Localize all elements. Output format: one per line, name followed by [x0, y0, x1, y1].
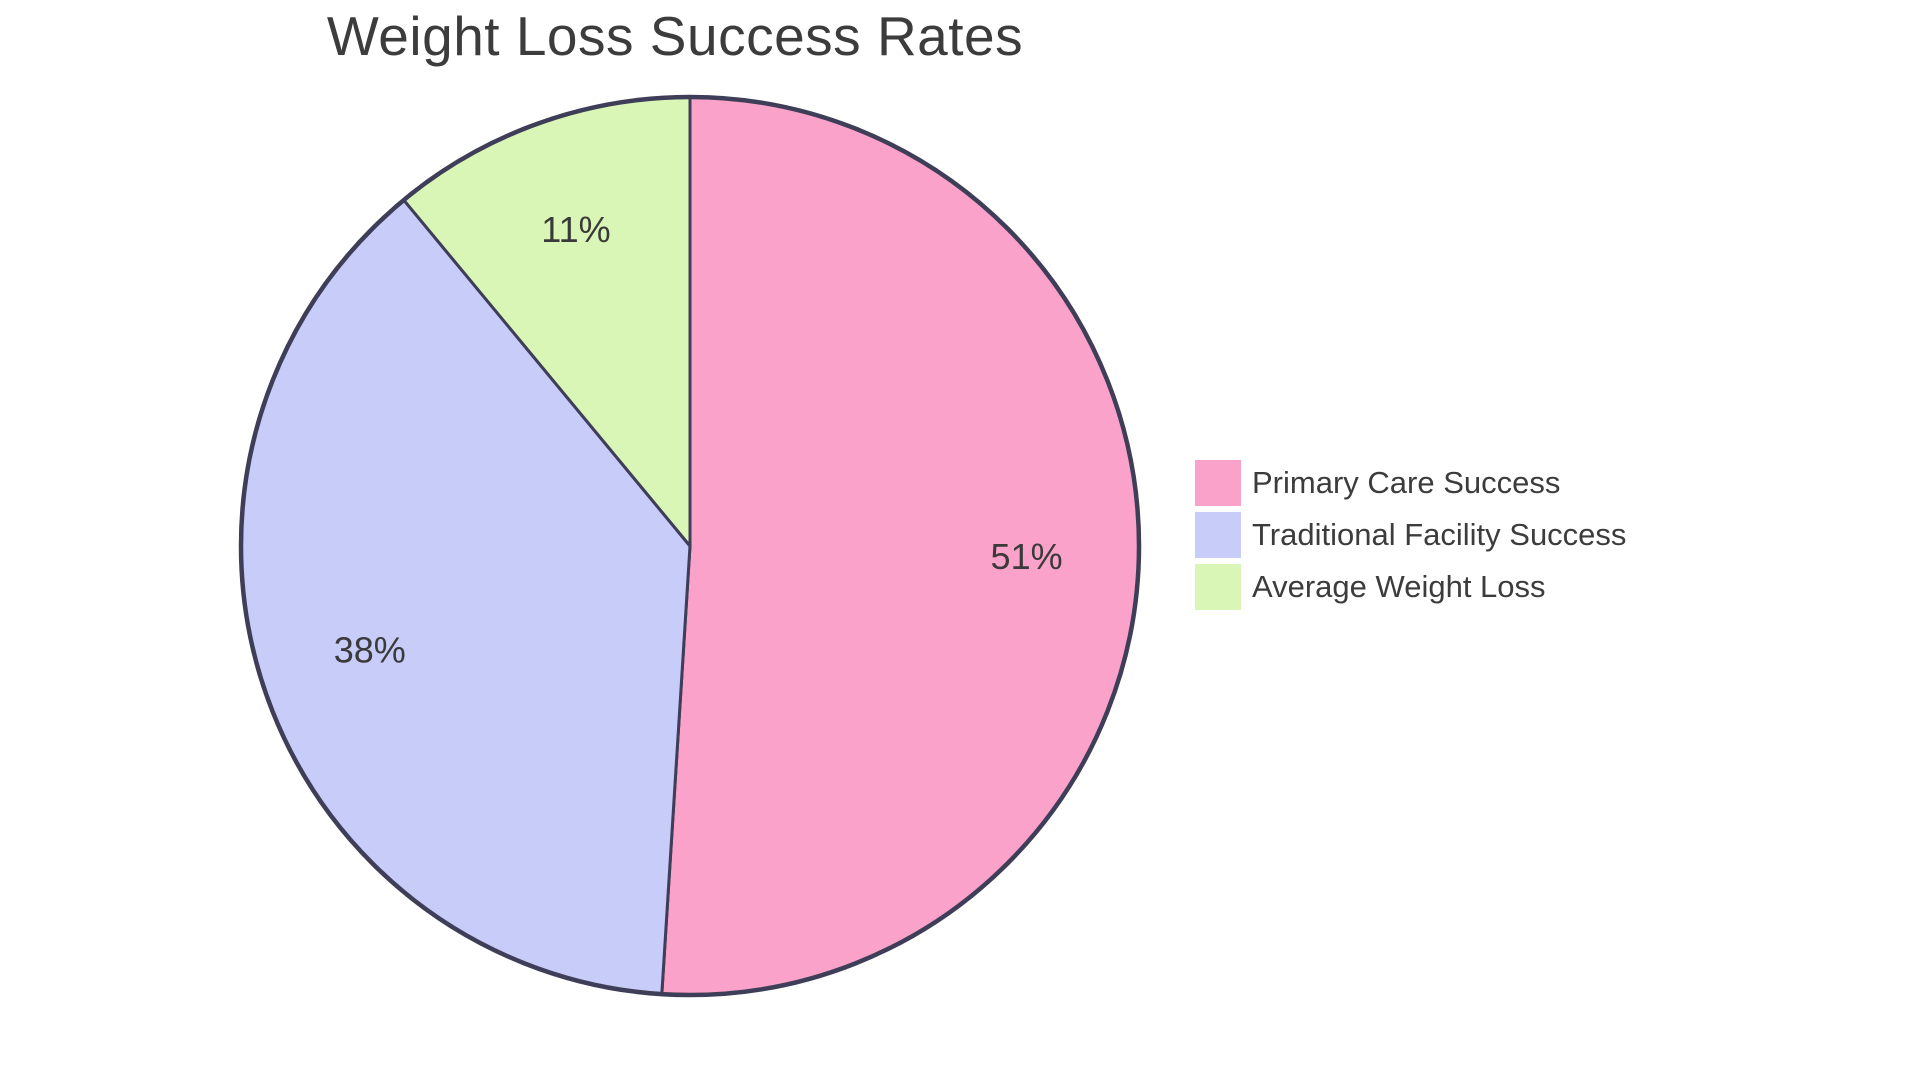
legend-label: Primary Care Success	[1252, 465, 1561, 500]
legend-swatch	[1195, 512, 1241, 558]
slice-label: 11%	[541, 209, 610, 250]
chart-legend: Primary Care Success Traditional Facility…	[1195, 460, 1626, 616]
chart-title: Weight Loss Success Rates	[326, 5, 1024, 67]
legend-swatch	[1195, 564, 1241, 610]
legend-swatch	[1195, 460, 1241, 506]
pie-slice	[660, 95, 1141, 997]
legend-label: Average Weight Loss	[1252, 569, 1546, 604]
legend-item: Traditional Facility Success	[1195, 512, 1626, 558]
slice-label: 51%	[991, 536, 1063, 577]
legend-item: Average Weight Loss	[1195, 564, 1626, 610]
legend-item: Primary Care Success	[1195, 460, 1626, 506]
pie-outline	[238, 94, 1142, 998]
slice-label: 38%	[334, 630, 406, 671]
legend-label: Traditional Facility Success	[1252, 517, 1627, 552]
